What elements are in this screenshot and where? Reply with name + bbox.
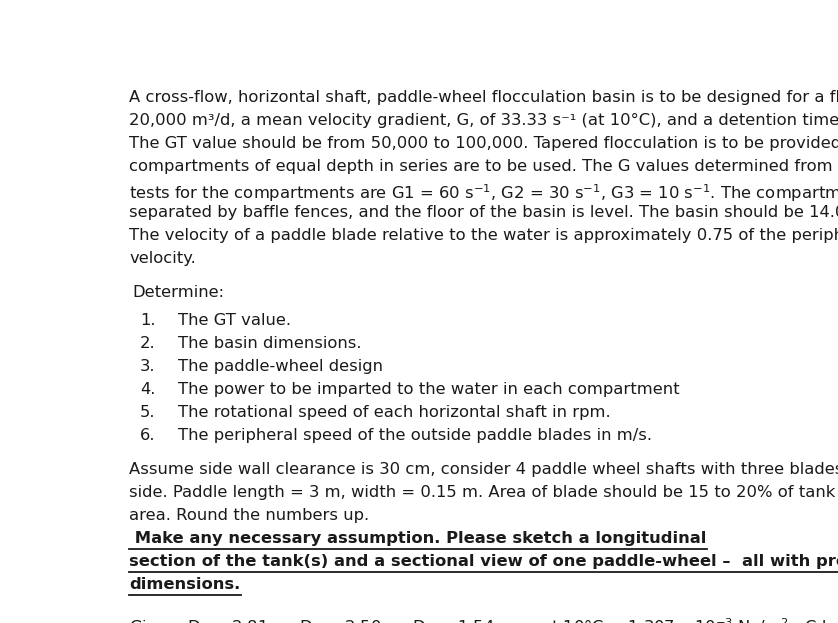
Text: A cross-flow, horizontal shaft, paddle-wheel flocculation basin is to be designe: A cross-flow, horizontal shaft, paddle-w… (129, 90, 838, 105)
Text: The power to be imparted to the water in each compartment: The power to be imparted to the water in… (178, 383, 680, 397)
Text: tests for the compartments are G1 = 60 s$^{-1}$, G2 = 30 s$^{-1}$, G3 = 10 s$^{-: tests for the compartments are G1 = 60 s… (129, 182, 838, 204)
Text: 3.: 3. (140, 359, 155, 374)
Text: 6.: 6. (140, 428, 155, 444)
Text: The paddle-wheel design: The paddle-wheel design (178, 359, 383, 374)
Text: 4.: 4. (140, 383, 155, 397)
Text: Determine:: Determine: (132, 285, 225, 300)
Text: Assume side wall clearance is 30 cm, consider 4 paddle wheel shafts with three b: Assume side wall clearance is 30 cm, con… (129, 462, 838, 477)
Text: Given: D$_1$ = 2.81 m; D$_2$ = 2.50 m; D$_3$ = 1.54 m; $\mu$ at 10°C = 1.307 x 1: Given: D$_1$ = 2.81 m; D$_2$ = 2.50 m; D… (129, 616, 838, 623)
Text: The GT value.: The GT value. (178, 313, 291, 328)
Text: The GT value should be from 50,000 to 100,000. Tapered flocculation is to be pro: The GT value should be from 50,000 to 10… (129, 136, 838, 151)
Text: side. Paddle length = 3 m, width = 0.15 m. Area of blade should be 15 to 20% of : side. Paddle length = 3 m, width = 0.15 … (129, 485, 838, 500)
Text: The peripheral speed of the outside paddle blades in m/s.: The peripheral speed of the outside padd… (178, 428, 652, 444)
Text: The basin dimensions.: The basin dimensions. (178, 336, 362, 351)
Text: 5.: 5. (140, 406, 155, 421)
Text: area. Round the numbers up.: area. Round the numbers up. (129, 508, 370, 523)
Text: Make any necessary assumption. Please sketch a longitudinal: Make any necessary assumption. Please sk… (129, 531, 706, 546)
Text: velocity.: velocity. (129, 251, 196, 266)
Text: compartments of equal depth in series are to be used. The G values determined fr: compartments of equal depth in series ar… (129, 159, 838, 174)
Text: 20,000 m³/d, a mean velocity gradient, G, of 33.33 s⁻¹ (at 10°C), and a detentio: 20,000 m³/d, a mean velocity gradient, G… (129, 113, 838, 128)
Text: 1.: 1. (140, 313, 155, 328)
Text: section of the tank(s) and a sectional view of one paddle-wheel –  all with prop: section of the tank(s) and a sectional v… (129, 554, 838, 569)
Text: The velocity of a paddle blade relative to the water is approximately 0.75 of th: The velocity of a paddle blade relative … (129, 228, 838, 243)
Text: 2.: 2. (140, 336, 155, 351)
Text: separated by baffle fences, and the floor of the basin is level. The basin shoul: separated by baffle fences, and the floo… (129, 205, 838, 221)
Text: The rotational speed of each horizontal shaft in rpm.: The rotational speed of each horizontal … (178, 406, 611, 421)
Text: dimensions.: dimensions. (129, 577, 241, 592)
